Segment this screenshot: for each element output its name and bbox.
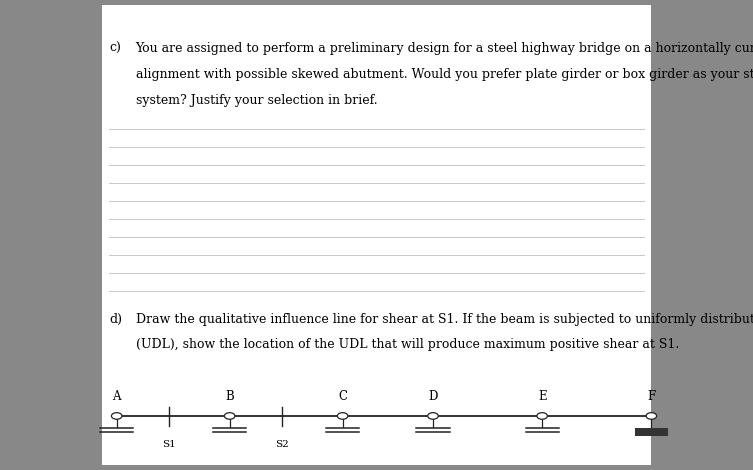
Text: A: A <box>112 390 121 403</box>
Bar <box>635 428 668 436</box>
Text: system? Justify your selection in brief.: system? Justify your selection in brief. <box>136 94 377 107</box>
Text: S1: S1 <box>163 440 176 449</box>
Text: B: B <box>225 390 234 403</box>
Text: You are assigned to perform a preliminary design for a steel highway bridge on a: You are assigned to perform a preliminar… <box>136 42 753 55</box>
Text: (UDL), show the location of the UDL that will produce maximum positive shear at : (UDL), show the location of the UDL that… <box>136 338 678 352</box>
Text: D: D <box>428 390 437 403</box>
Text: E: E <box>538 390 547 403</box>
Text: alignment with possible skewed abutment. Would you prefer plate girder or box gi: alignment with possible skewed abutment.… <box>136 68 753 81</box>
Circle shape <box>646 413 657 419</box>
Text: Draw the qualitative influence line for shear at S1. If the beam is subjected to: Draw the qualitative influence line for … <box>136 313 753 326</box>
Text: d): d) <box>109 313 122 326</box>
Text: F: F <box>648 390 655 403</box>
Text: S2: S2 <box>276 440 289 449</box>
Circle shape <box>111 413 122 419</box>
Circle shape <box>537 413 547 419</box>
Text: C: C <box>338 390 347 403</box>
Circle shape <box>428 413 438 419</box>
Circle shape <box>337 413 348 419</box>
Circle shape <box>224 413 235 419</box>
Text: c): c) <box>109 42 121 55</box>
Bar <box>102 5 651 465</box>
